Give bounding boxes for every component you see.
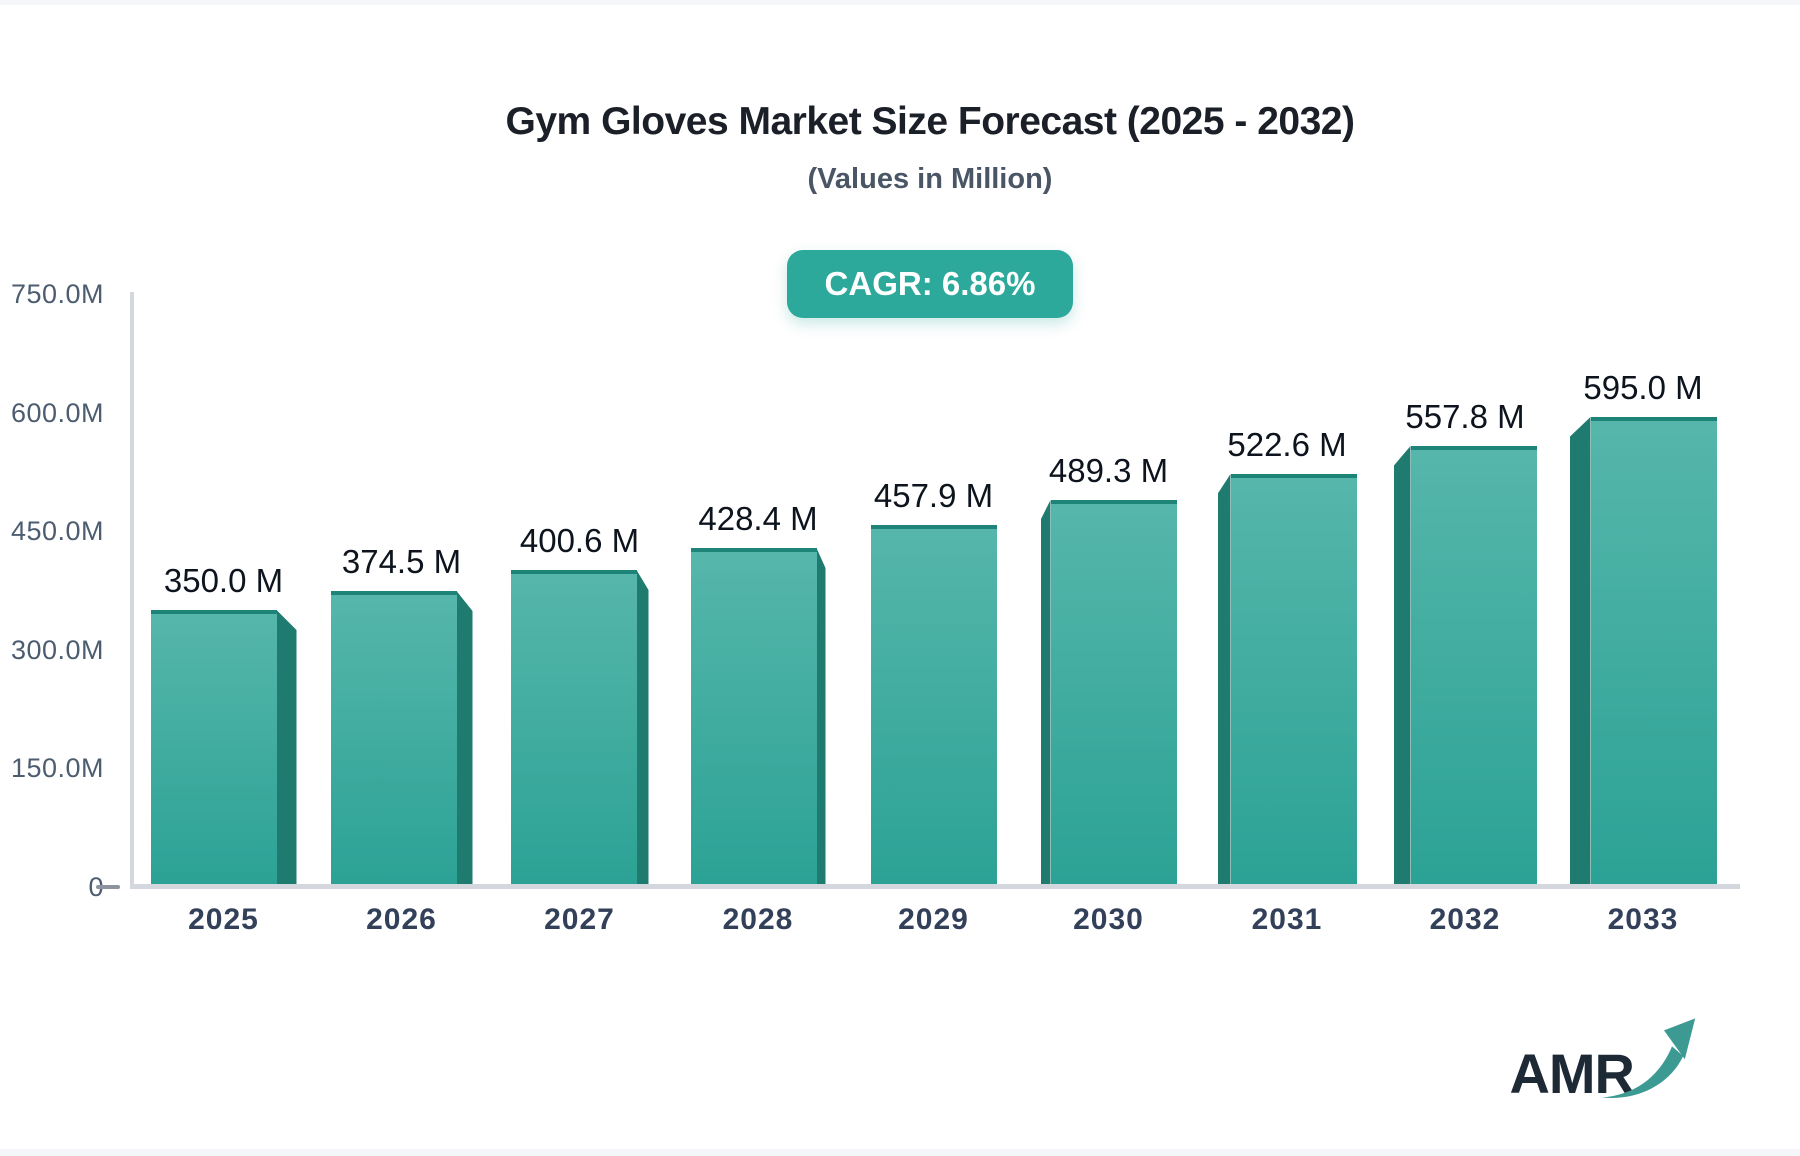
bar-2028[interactable]: 428.4 M 2028 [690,500,826,936]
value-label-2028: 428.4 M [698,500,818,537]
year-label-2032: 2032 [1429,903,1501,936]
year-label-2026: 2026 [366,903,437,936]
bar-2025[interactable]: 350.0 M 2025 [150,562,297,936]
value-label-2033: 595.0 M [1583,369,1703,406]
bar-3d-side-2025 [276,610,297,887]
bar-face-2025 [150,610,277,887]
bar-2029[interactable]: 457.9 M 2029 [870,477,997,936]
bar-face-2033 [1590,417,1717,887]
page-bottom-edge [0,1149,1800,1156]
value-label-2030: 489.3 M [1048,452,1169,489]
value-label-2031: 522.6 M [1227,426,1347,463]
bar-3d-side-2031 [1217,474,1231,887]
bar-2031[interactable]: 522.6 M 2031 [1217,426,1357,936]
page-top-edge [0,0,1800,5]
value-label-2025: 350.0 M [163,562,284,599]
bar-3d-side-2027 [636,570,649,887]
value-label-2027: 400.6 M [519,522,640,559]
year-label-2029: 2029 [898,903,969,936]
bar-2032[interactable]: 557.8 M 2032 [1393,398,1537,936]
zero-tick-dash [96,885,120,889]
year-label-2030: 2030 [1073,903,1144,936]
bar-2033[interactable]: 595.0 M 2033 [1569,369,1717,936]
y-tick-label-0: 0 [0,871,104,903]
y-tick-label-600: 600.0M [10,397,104,428]
year-label-2031: 2031 [1251,903,1323,936]
bar-3d-side-2033 [1569,417,1591,887]
bar-face-2028 [690,548,817,887]
chart-header: Gym Gloves Market Size Forecast (2025 - … [60,0,1800,318]
cagr-badge: CAGR: 6.86% [786,250,1074,318]
bar-2030[interactable]: 489.3 M 2030 [1040,452,1177,936]
y-tick-label-300: 300.0M [10,634,104,665]
y-tick-label-450: 450.0M [10,516,104,547]
bar-3d-side-2032 [1393,446,1411,887]
bar-3d-side-2030 [1040,500,1051,887]
bar-3d-side-2028 [816,548,826,887]
bar-2026[interactable]: 374.5 M 2026 [330,543,473,936]
chart-title: Gym Gloves Market Size Forecast (2025 - … [505,100,1355,143]
y-tick-label-150: 150.0M [10,753,104,784]
amr-logo: AMR [1509,1016,1696,1102]
bar-face-2027 [510,570,637,887]
value-label-2026: 374.5 M [341,543,462,580]
x-axis-line [130,884,1740,889]
amr-logo-text: AMR [1509,1042,1635,1105]
year-label-2028: 2028 [722,903,794,936]
year-label-2027: 2027 [544,903,615,936]
chart-subtitle: (Values in Million) [807,163,1053,195]
bar-3d-side-2026 [456,591,473,887]
year-label-2025: 2025 [188,903,259,936]
trend-up-swoosh-arrow-icon [1601,1018,1696,1098]
y-tick-label-750: 750.0M [10,279,104,309]
bar-2027[interactable]: 400.6 M 2027 [510,522,649,936]
bar-face-2031 [1230,474,1357,887]
bar-face-2026 [330,591,457,887]
y-axis-line [130,292,134,887]
bar-face-2032 [1410,446,1537,887]
bar-face-2030 [1050,500,1177,887]
value-label-2029: 457.9 M [873,477,994,514]
value-label-2032: 557.8 M [1405,398,1525,435]
bar-face-2029 [870,525,997,887]
year-label-2033: 2033 [1607,903,1679,936]
